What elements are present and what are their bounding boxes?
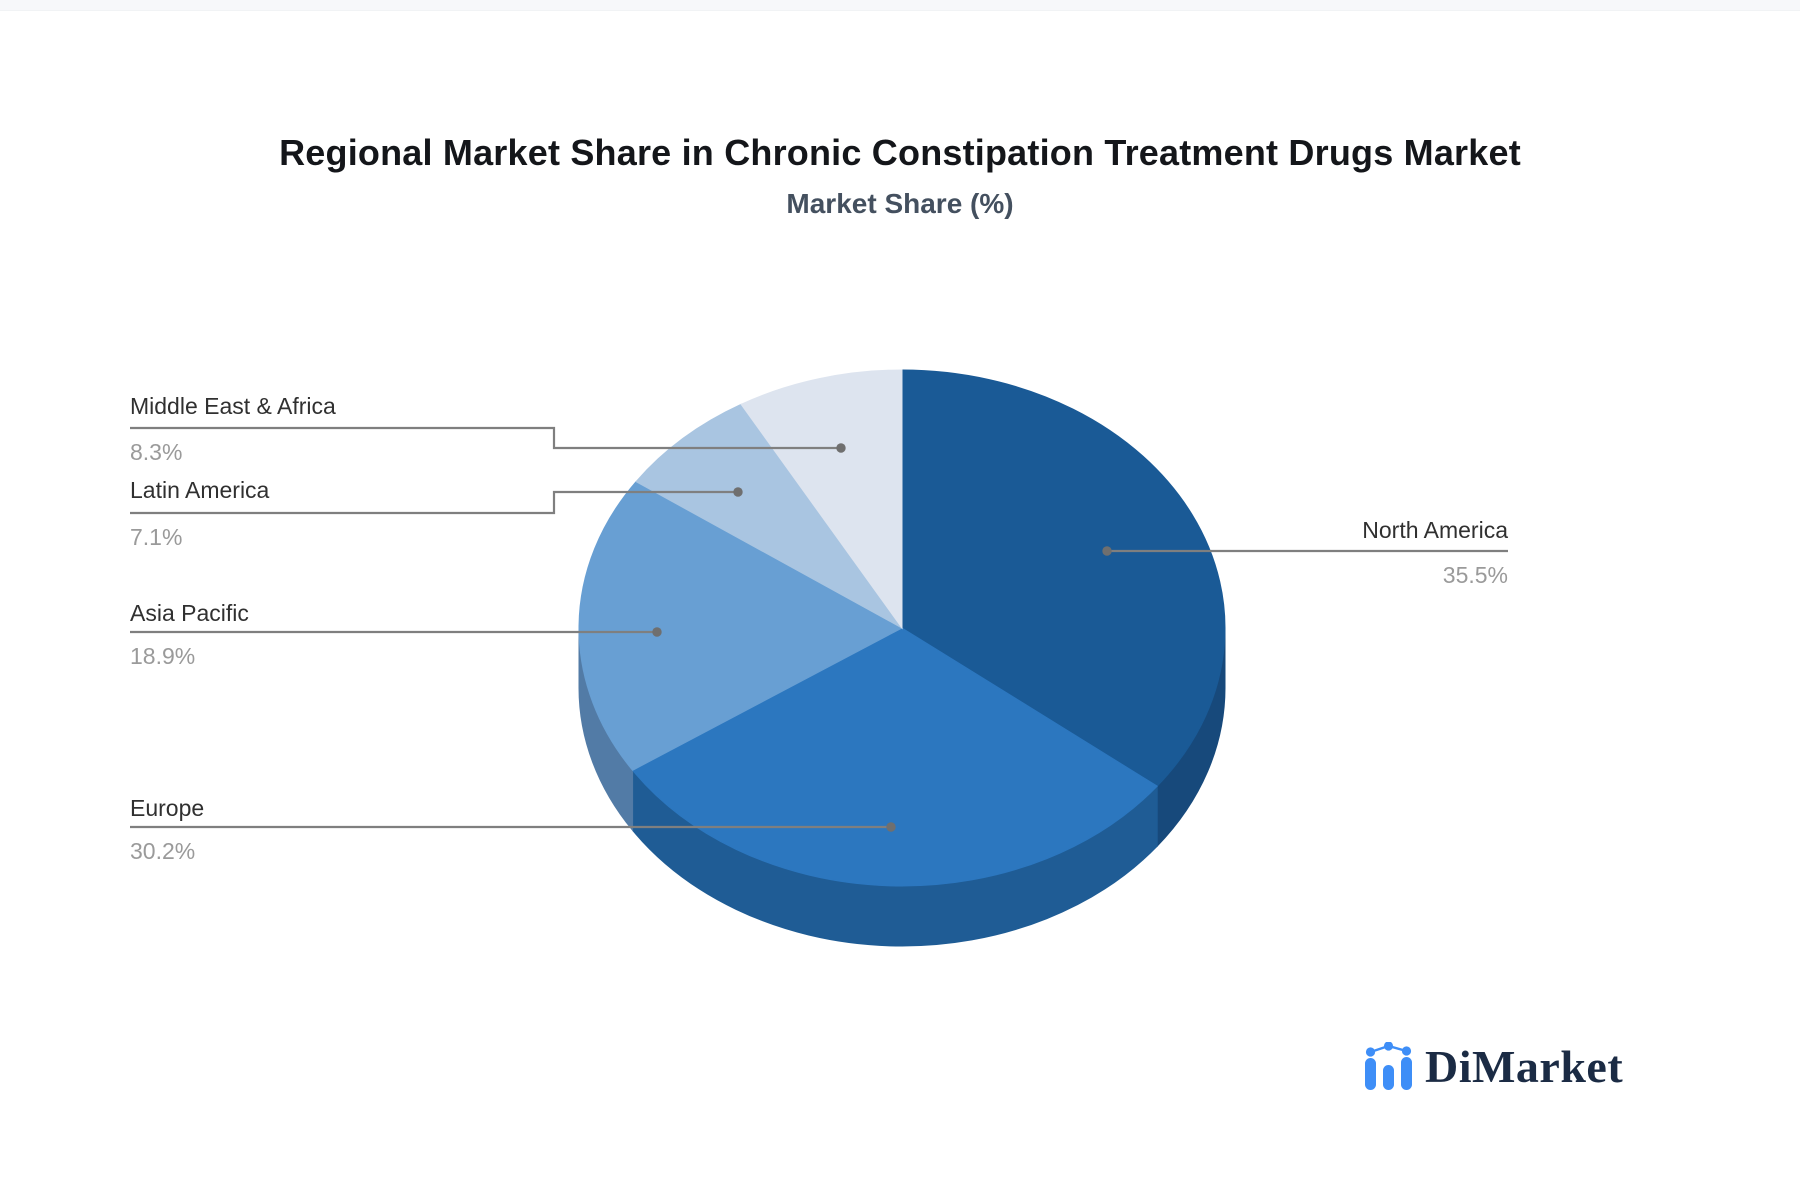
slice-label: Latin America <box>130 477 270 503</box>
logo-text: DiMarket <box>1425 1041 1624 1092</box>
chart-subtitle: Market Share (%) <box>786 188 1014 219</box>
dimarket-logo[interactable]: DiMarket <box>1362 1042 1623 1090</box>
top-strip <box>0 0 1800 11</box>
pie-slice-latin-america[interactable] <box>635 403 903 629</box>
slice-label: Asia Pacific <box>130 600 249 626</box>
pie-slice-asia-pacific[interactable] <box>578 481 904 771</box>
slice-value: 18.9% <box>130 643 196 669</box>
callout-north-america: North America 35.5% <box>1362 516 1508 589</box>
slice-value: 8.3% <box>130 439 183 465</box>
pie-slice-north-america[interactable] <box>901 369 1226 787</box>
slice-label: Middle East & Africa <box>130 393 336 419</box>
slice-label: North America <box>1362 517 1508 543</box>
leader-dot-middle-east-africa <box>836 443 846 453</box>
leader-dot-asia-pacific <box>652 627 662 637</box>
callout-latin-america: Latin America 7.1% <box>130 476 269 551</box>
slice-value: 35.5% <box>1442 562 1508 588</box>
callout-middle-east-africa: Middle East & Africa 8.3% <box>130 392 336 466</box>
chart-title: Regional Market Share in Chronic Constip… <box>279 132 1521 173</box>
pie-slice-middle-east-africa[interactable] <box>740 369 903 630</box>
slice-label: Europe <box>130 795 205 821</box>
callout-asia-pacific: Asia Pacific 18.9% <box>130 599 249 670</box>
leader-line-latin-america <box>130 490 738 515</box>
callout-europe: Europe 30.2% <box>130 794 204 865</box>
pie-slice-europe[interactable] <box>631 627 1159 887</box>
leader-line-middle-east-africa <box>130 426 841 450</box>
slice-value: 7.1% <box>130 524 183 550</box>
bar-chart-logo-icon <box>1365 1042 1412 1090</box>
leader-dot-north-america <box>1102 546 1112 556</box>
slice-value: 30.2% <box>130 838 196 864</box>
leader-dot-europe <box>886 822 896 832</box>
leader-dot-latin-america <box>733 487 743 497</box>
